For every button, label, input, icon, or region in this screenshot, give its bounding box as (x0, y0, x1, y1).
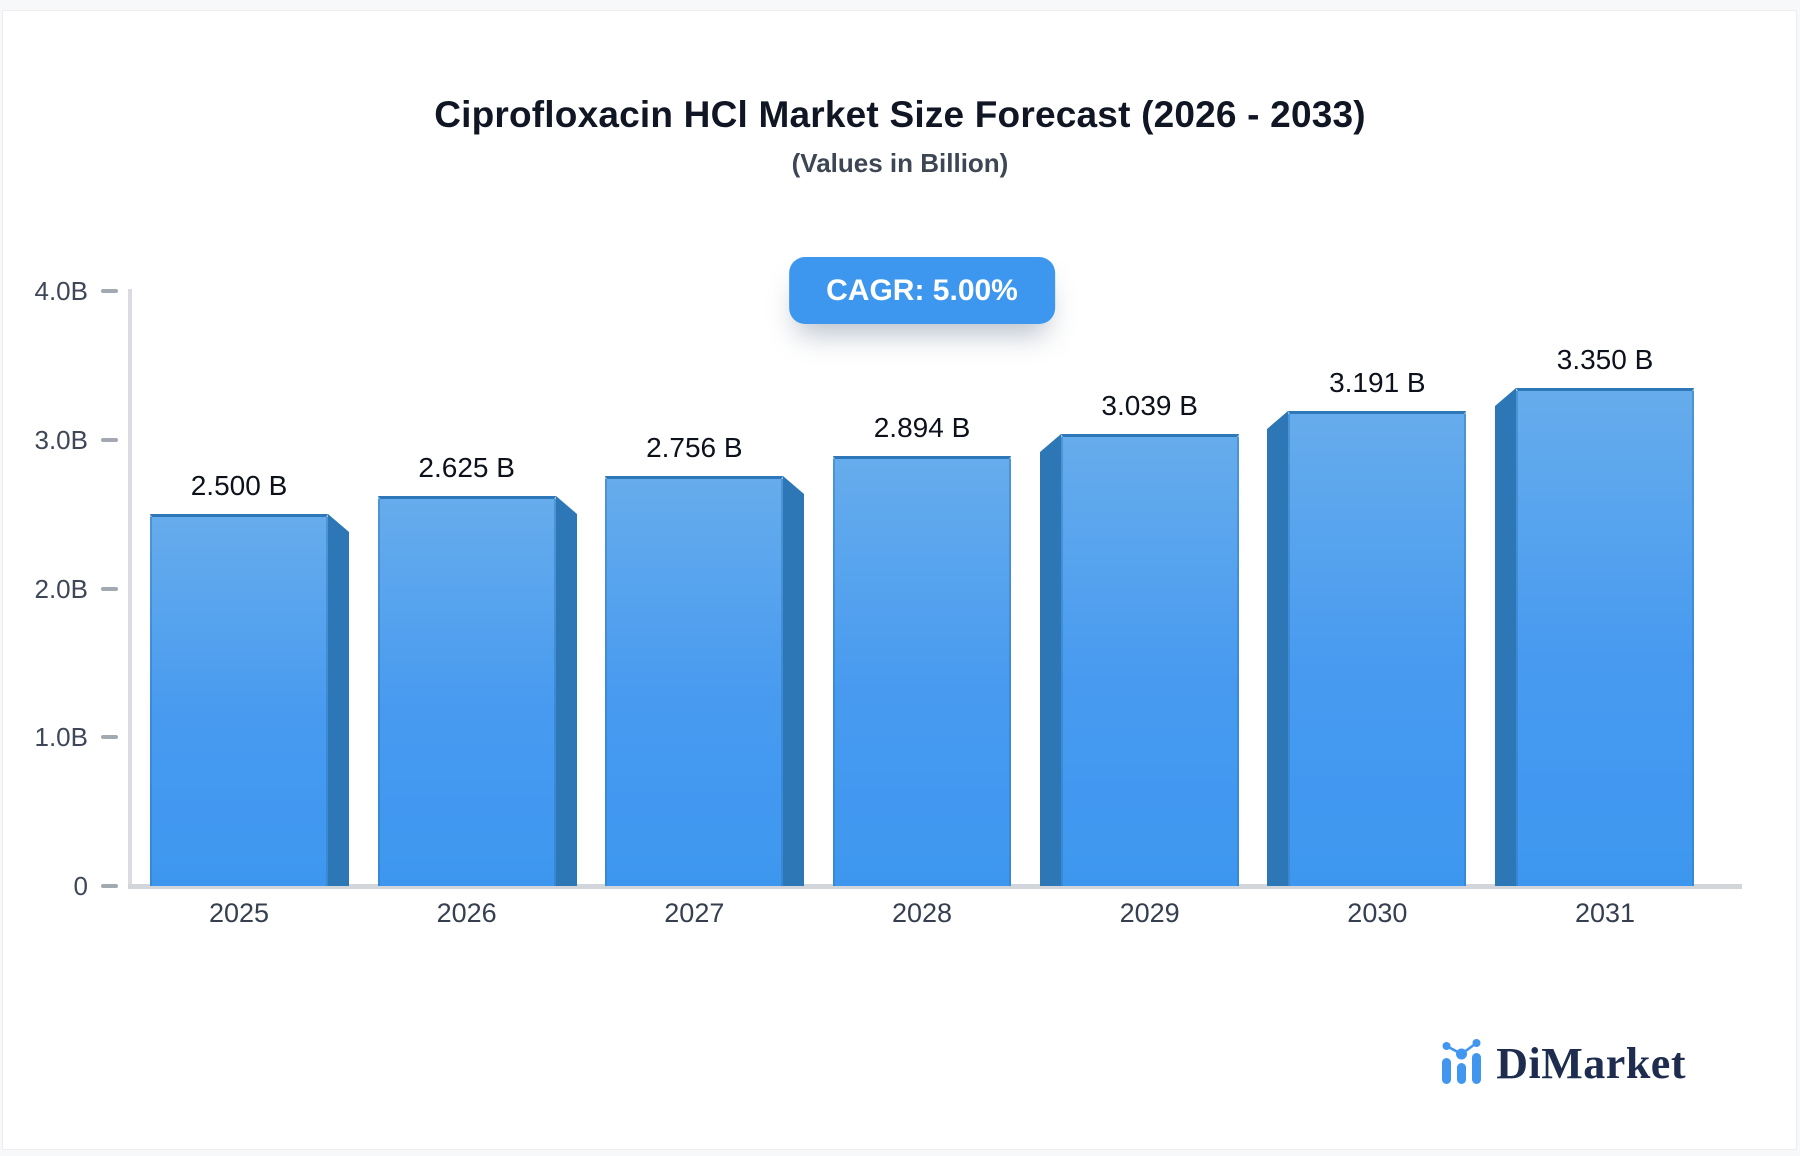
bar-2025 (150, 514, 328, 886)
y-axis-tick-mark (101, 586, 118, 591)
y-axis-line (128, 289, 132, 886)
bar-3d-side (328, 514, 349, 886)
bar-3d-side (1495, 388, 1516, 886)
bar-2028 (833, 456, 1011, 886)
x-axis-label: 2028 (891, 898, 953, 928)
x-axis-label: 2029 (1119, 898, 1180, 928)
bar-2029 (1061, 434, 1239, 886)
bar-2031 (1516, 388, 1694, 886)
bar-value-label: 3.191 B (1329, 367, 1426, 398)
chart-title: Ciprofloxacin HCl Market Size Forecast (… (434, 94, 1366, 135)
chart-subtitle: (Values in Billion) (791, 148, 1009, 178)
x-axis-label: 2025 (208, 898, 270, 928)
bar-value-label: 2.894 B (873, 412, 971, 443)
y-axis-tick-mark (101, 437, 118, 442)
y-axis-tick-label: 2.0B (34, 573, 89, 604)
y-axis-tick-mark (101, 735, 118, 740)
bar-3d-side (556, 496, 577, 886)
cagr-badge: CAGR: 5.00% (789, 257, 1055, 324)
bar-2027 (605, 476, 783, 886)
bar-chart-logo-icon (1442, 1039, 1482, 1084)
bar-value-label: 2.625 B (418, 452, 515, 483)
bar-value-label: 2.756 B (646, 432, 743, 463)
y-axis-tick-label: 3.0B (34, 424, 89, 455)
brand-logo: DiMarket (1440, 1036, 1686, 1086)
y-axis-tick-label: 0 (73, 871, 88, 901)
x-axis-label: 2030 (1347, 898, 1408, 928)
bar-3d-side (783, 476, 804, 886)
bar-value-label: 2.500 B (190, 470, 288, 501)
x-axis-baseline (128, 884, 1742, 889)
bar-value-label: 3.350 B (1556, 344, 1654, 375)
x-axis-label: 2027 (664, 898, 725, 928)
x-axis-label: 2031 (1574, 898, 1636, 928)
x-axis-label: 2026 (436, 898, 497, 928)
y-axis-tick-label: 4.0B (34, 276, 89, 306)
bar-2030 (1288, 411, 1466, 886)
y-axis-tick-mark (101, 289, 118, 293)
y-axis-tick-mark (101, 884, 118, 888)
bar-2026 (378, 496, 556, 886)
bar-3d-side (1267, 411, 1288, 886)
brand-name: DiMarket (1496, 1039, 1686, 1088)
bar-3d-side (1040, 434, 1061, 886)
y-axis-tick-label: 1.0B (34, 722, 89, 753)
bar-value-label: 3.039 B (1101, 390, 1198, 421)
